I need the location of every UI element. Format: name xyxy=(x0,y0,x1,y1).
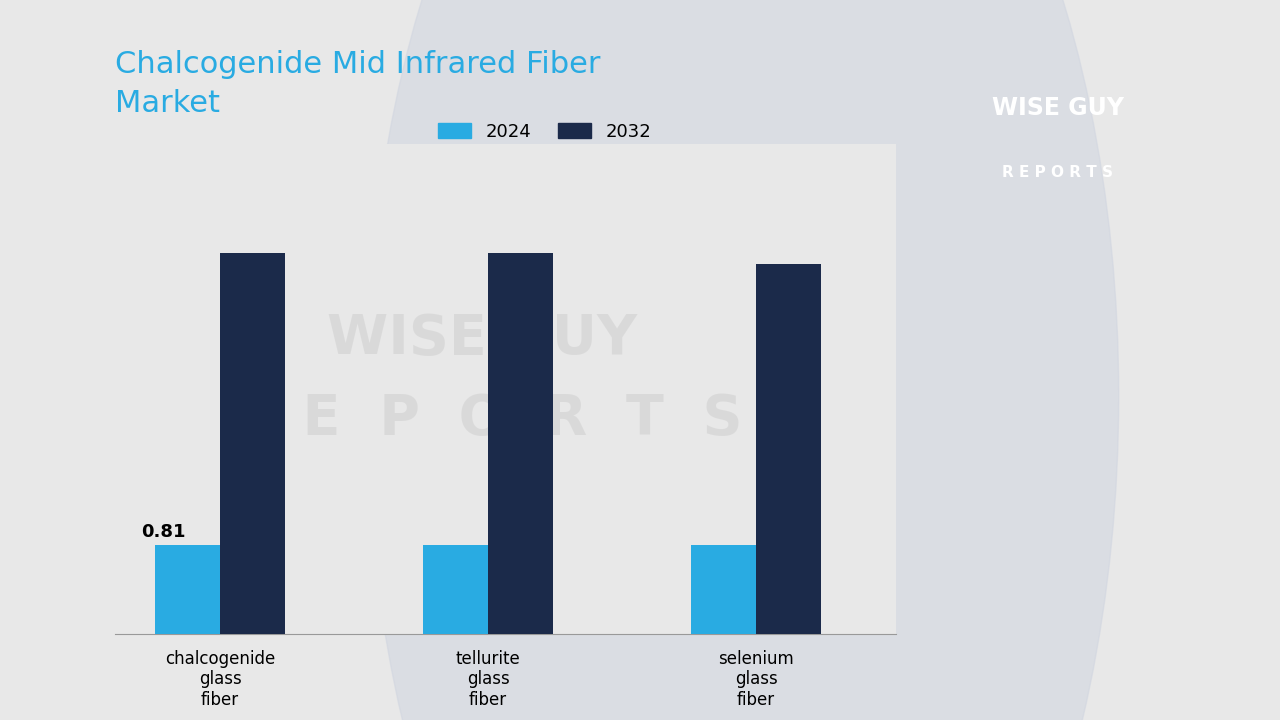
Circle shape xyxy=(366,0,1119,720)
Bar xyxy=(756,264,822,634)
Text: 0.81: 0.81 xyxy=(141,523,186,541)
Bar xyxy=(488,253,553,634)
Legend: 2024, 2032: 2024, 2032 xyxy=(429,114,660,150)
Bar xyxy=(155,546,220,634)
Bar xyxy=(220,253,285,634)
Text: WISE GUY: WISE GUY xyxy=(992,96,1124,120)
Text: R E P O R T S: R E P O R T S xyxy=(1002,166,1114,180)
Bar xyxy=(691,546,756,634)
Text: Chalcogenide Mid Infrared Fiber
Market: Chalcogenide Mid Infrared Fiber Market xyxy=(115,50,600,117)
Text: WISE GUY
R  E  P  O  R  T  S: WISE GUY R E P O R T S xyxy=(221,312,742,446)
Bar xyxy=(422,546,488,634)
